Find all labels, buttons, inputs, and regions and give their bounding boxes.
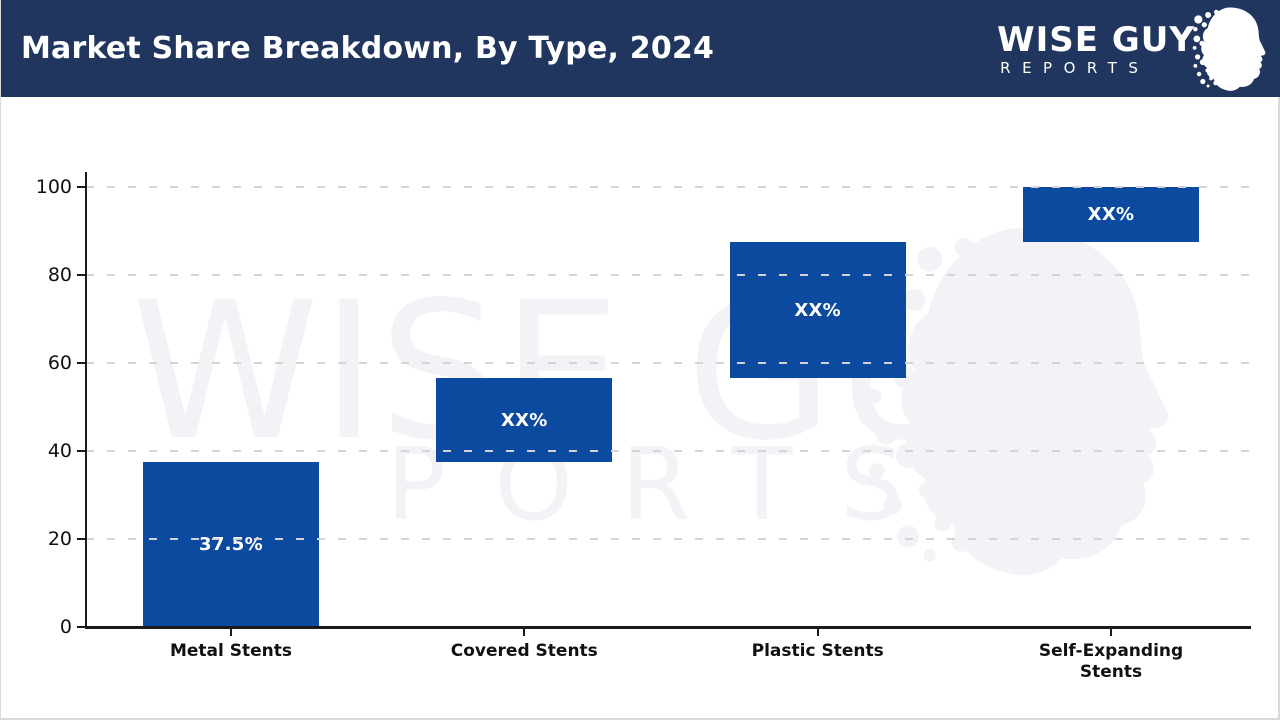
bar-value-label: XX% — [794, 299, 842, 321]
bar-value-label: XX% — [1087, 204, 1135, 225]
watermark-wordmark: WISE GUY — [131, 261, 1095, 482]
bar-self-expanding-stents: XX% — [1023, 187, 1199, 242]
gridline-40 — [86, 450, 1251, 452]
x-axis-line — [85, 626, 1251, 629]
logo-subtitle: REPORTS — [1000, 58, 1150, 77]
market-share-chart: WISE GUY PORTS 0 20 40 60 80 100 37.5% XX% XX% XX… — [1, 97, 1280, 718]
x-category-label: Plastic Stents — [751, 641, 884, 661]
y-tick-60 — [77, 362, 85, 364]
x-tick-1 — [230, 629, 232, 636]
y-tick-80 — [77, 274, 85, 276]
header-bar: Market Share Breakdown, By Type, 2024 WI… — [1, 0, 1280, 97]
x-tick-3 — [816, 629, 819, 636]
y-axis-line — [85, 171, 87, 629]
x-category-label: Self-Expanding Stents — [1038, 641, 1184, 682]
y-tick-label: 0 — [59, 616, 72, 638]
x-tick-2 — [523, 629, 526, 636]
gridline-80 — [86, 274, 1251, 276]
y-tick-40 — [77, 450, 85, 452]
y-tick-100 — [77, 186, 85, 188]
y-tick-label: 100 — [35, 176, 72, 198]
bar-metal-stents: 37.5% — [143, 462, 319, 627]
bar-plastic-stents: XX% — [729, 242, 906, 379]
bar-covered-stents: XX% — [436, 378, 613, 462]
gridline-60 — [86, 362, 1251, 364]
x-category-label: Metal Stents — [169, 641, 293, 661]
y-tick-0 — [77, 626, 85, 628]
wiseguy-head-icon — [1191, 6, 1267, 92]
wiseguy-logo: WISE GUY REPORTS — [997, 6, 1267, 92]
y-tick-label: 20 — [47, 528, 72, 550]
gridline-20 — [86, 538, 1251, 540]
x-tick-4 — [1110, 629, 1112, 636]
bar-value-label: XX% — [500, 409, 548, 431]
page-title: Market Share Breakdown, By Type, 2024 — [21, 31, 715, 66]
y-tick-label: 80 — [47, 264, 72, 286]
x-category-label: Covered Stents — [450, 641, 598, 661]
y-tick-label: 60 — [47, 352, 72, 374]
y-tick-20 — [77, 538, 85, 540]
y-tick-label: 40 — [47, 440, 72, 462]
gridline-100 — [86, 186, 1251, 188]
logo-wordmark: WISE GUY — [997, 19, 1195, 60]
